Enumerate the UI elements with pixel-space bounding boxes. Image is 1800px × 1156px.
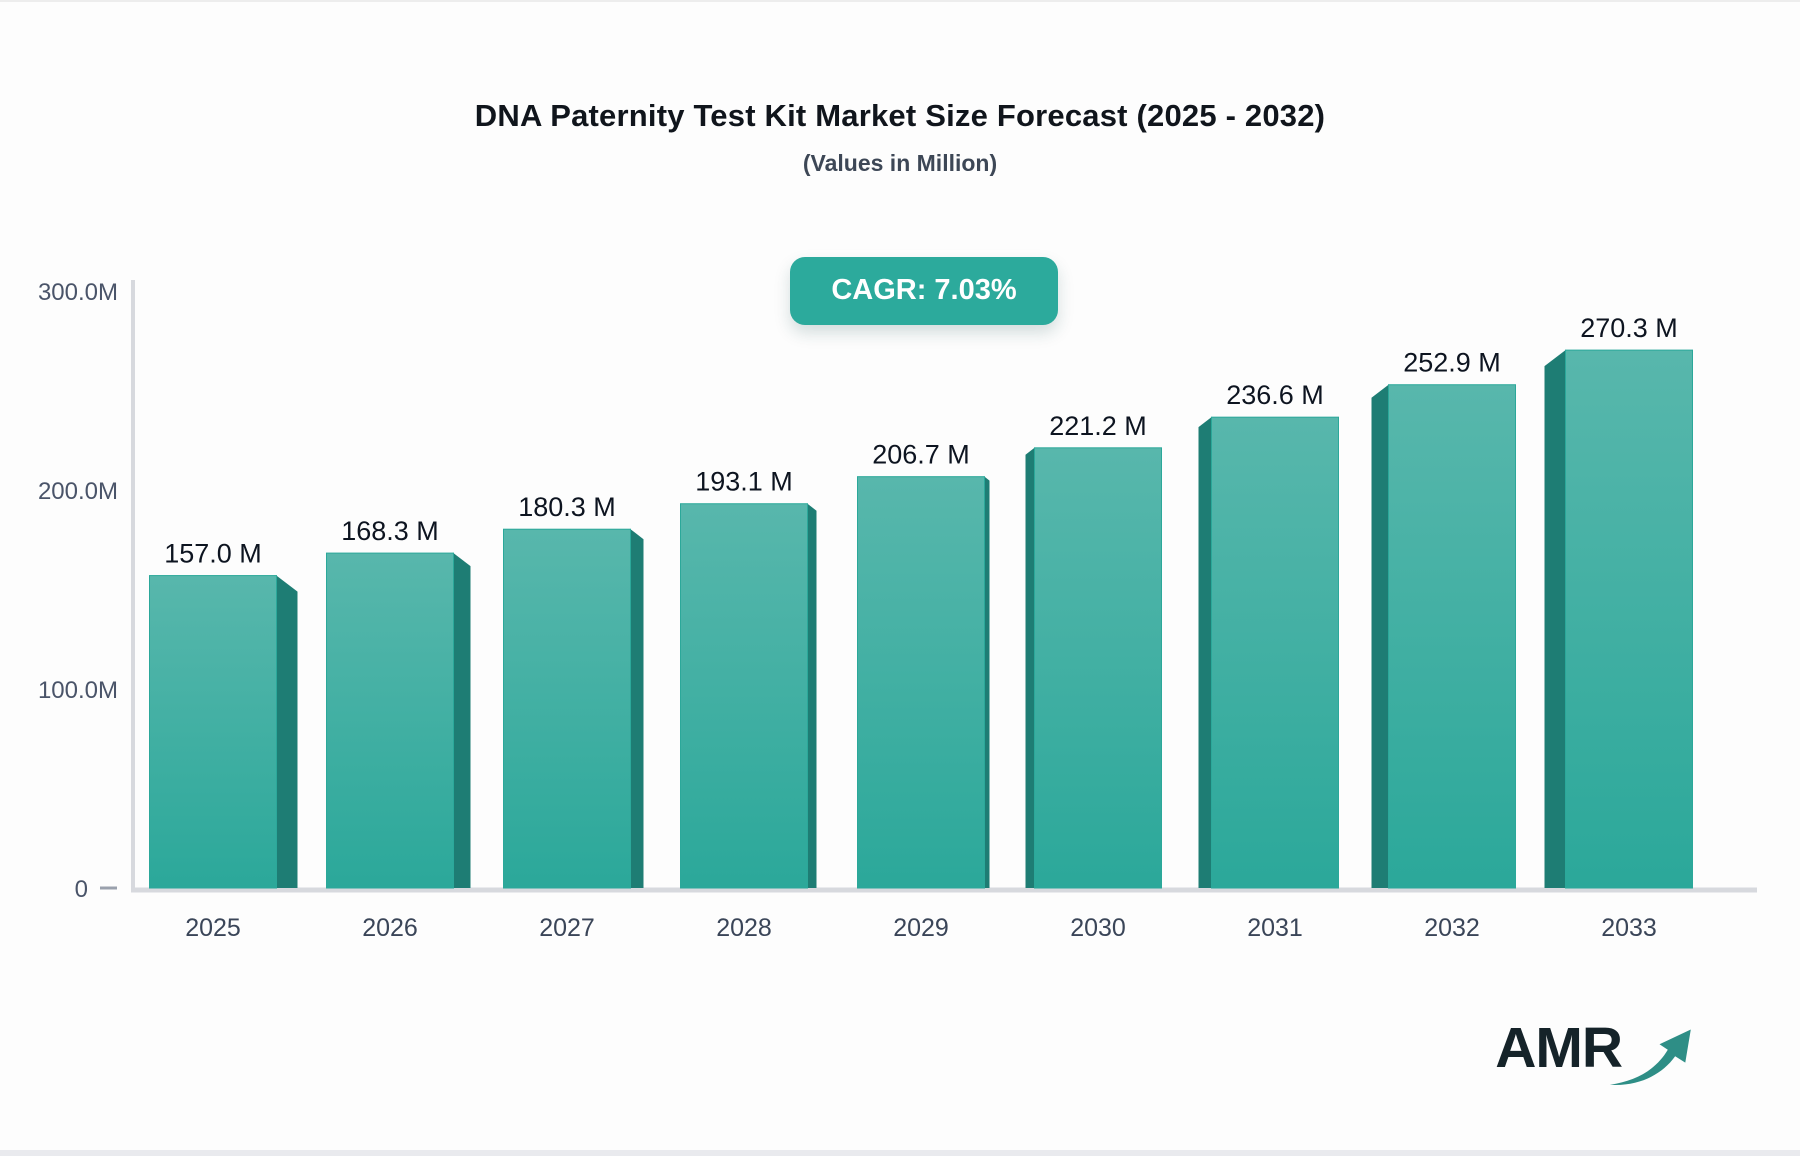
- x-axis-label-2026: 2026: [362, 914, 418, 942]
- chart-title: DNA Paternity Test Kit Market Size Forec…: [474, 98, 1326, 133]
- bar-2027: [503, 528, 631, 889]
- x-axis-label-2028: 2028: [716, 914, 772, 942]
- bar-value-label-2032: 252.9 M: [1403, 348, 1501, 378]
- bar-side-2032: [1371, 384, 1389, 888]
- bar-2025: [149, 575, 277, 889]
- chart-subtitle: (Values in Million): [802, 150, 998, 176]
- growth-arrow-icon: [1609, 1029, 1691, 1085]
- bar-side-2033: [1544, 350, 1566, 888]
- bar-side-2026: [453, 553, 471, 888]
- bar-2029: [857, 476, 985, 889]
- bar-value-label-2029: 206.7 M: [872, 440, 970, 470]
- bar-2026: [326, 552, 454, 889]
- bar-value-label-2030: 221.2 M: [1049, 411, 1147, 441]
- bar-side-2030: [1025, 447, 1035, 888]
- x-axis-label-2030: 2030: [1070, 914, 1126, 942]
- bar-side-2031: [1198, 417, 1212, 888]
- bar-value-label-2033: 270.3 M: [1580, 313, 1678, 343]
- x-axis-label-2031: 2031: [1247, 914, 1303, 942]
- amr-logo: AMR: [1495, 1020, 1700, 1096]
- bar-2031: [1211, 416, 1339, 889]
- x-axis-label-2032: 2032: [1424, 914, 1480, 942]
- amr-logo-text: AMR: [1495, 1016, 1623, 1080]
- bar-2032: [1388, 384, 1516, 889]
- bar-value-label-2026: 168.3 M: [341, 516, 439, 546]
- cagr-badge: CAGR: 7.03%: [790, 257, 1058, 325]
- bar-value-label-2025: 157.0 M: [164, 539, 262, 569]
- x-axis-label-2029: 2029: [893, 914, 949, 942]
- y-axis-tick-label: 200.0M: [38, 478, 118, 505]
- bar-2033: [1565, 349, 1693, 889]
- bar-side-2028: [807, 503, 817, 888]
- bar-side-2027: [630, 529, 644, 888]
- x-axis-label-2025: 2025: [185, 914, 241, 942]
- bar-value-label-2031: 236.6 M: [1226, 380, 1324, 410]
- bar-2028: [680, 503, 808, 889]
- bar-side-2029: [984, 476, 990, 888]
- y-axis-tick-label: 300.0M: [38, 279, 118, 306]
- y-axis-tick-label: 0: [75, 876, 88, 903]
- bar-side-2025: [276, 575, 298, 888]
- bar-2030: [1034, 447, 1162, 889]
- bar-value-label-2028: 193.1 M: [695, 467, 793, 497]
- x-axis-label-2033: 2033: [1601, 914, 1657, 942]
- x-axis-label-2027: 2027: [539, 914, 595, 942]
- bar-value-label-2027: 180.3 M: [518, 492, 616, 522]
- y-axis-tick-label: 100.0M: [38, 677, 118, 704]
